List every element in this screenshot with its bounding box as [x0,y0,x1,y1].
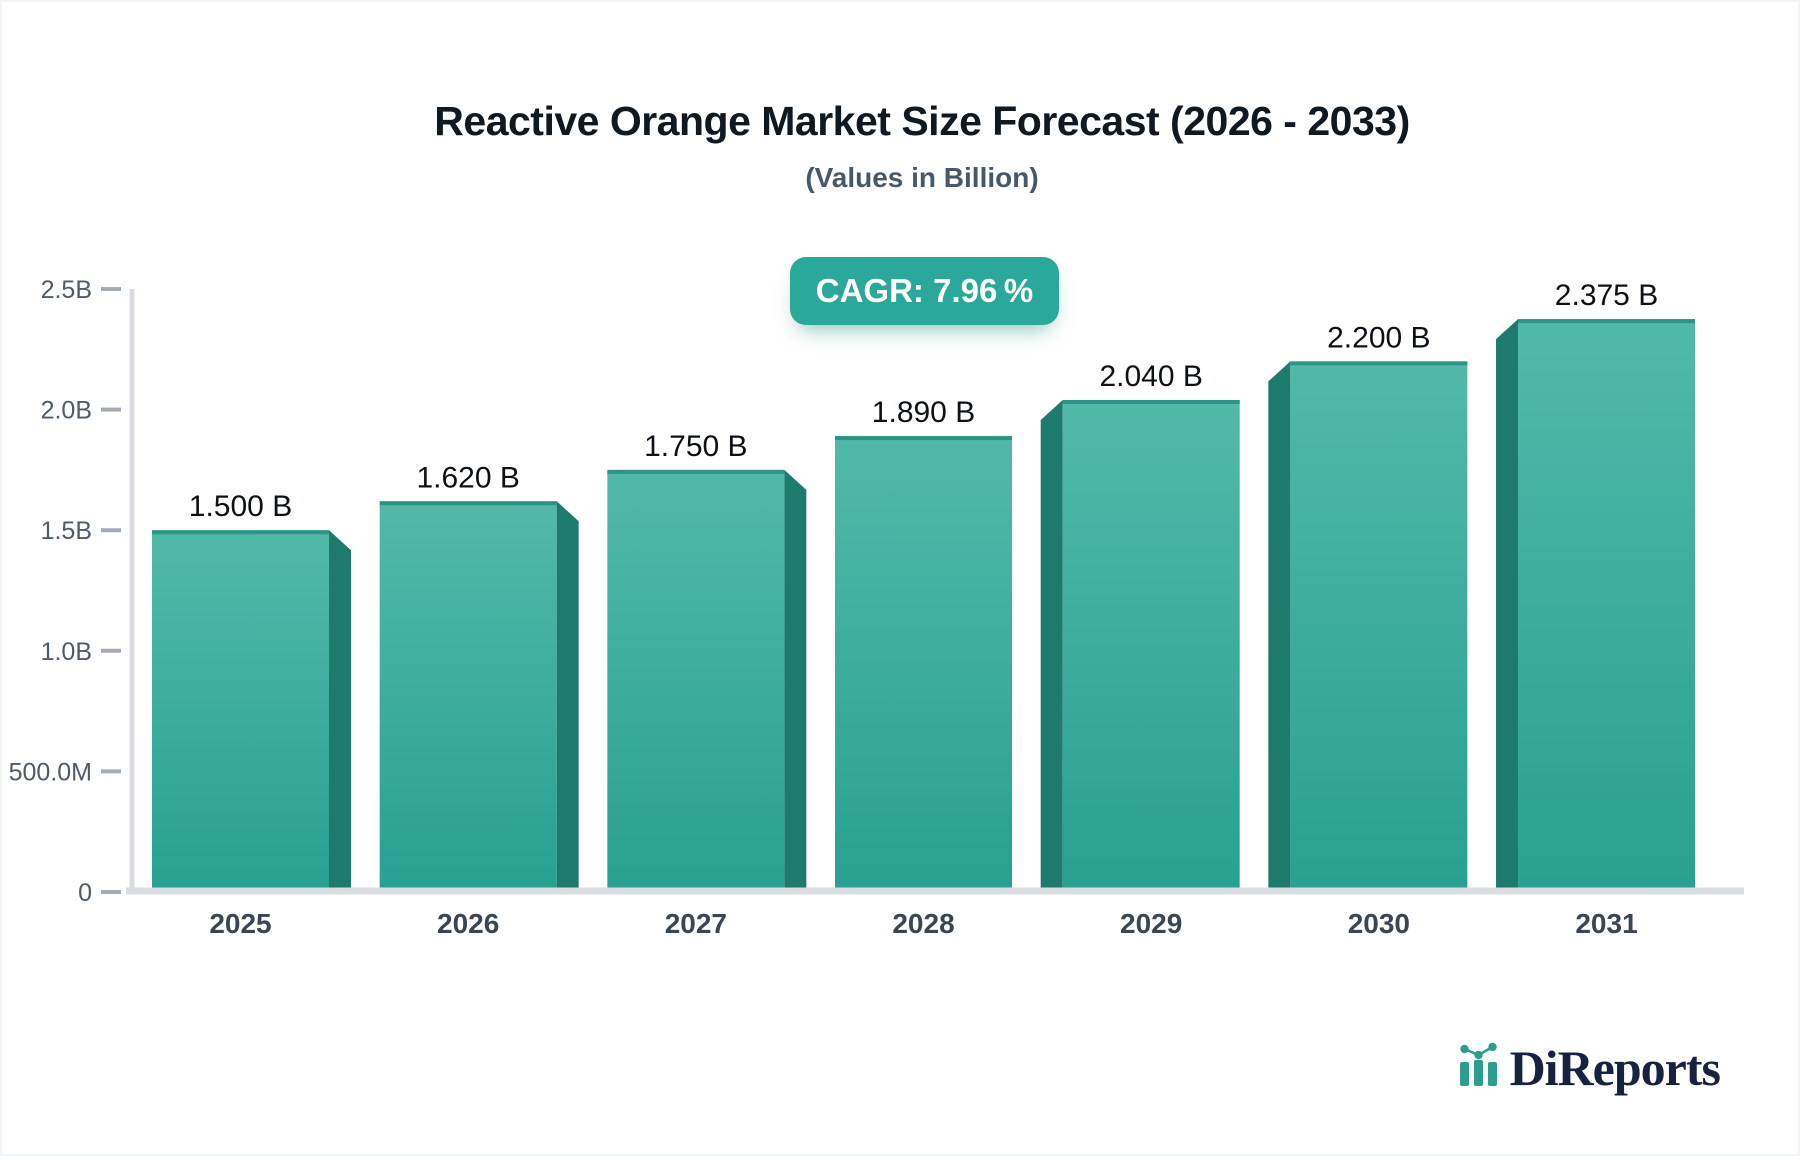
x-axis-label-2030: 2030 [1348,908,1410,939]
bar-value-label: 2.200 B [1327,321,1430,354]
y-axis-tick-label: 500.0M [9,758,92,786]
cagr-badge: CAGR: 7.96 % [790,257,1059,325]
bar-value-label: 1.750 B [644,430,747,463]
bar-2025[interactable]: 1.500 B [152,490,351,892]
chart-title: Reactive Orange Market Size Forecast (20… [434,98,1410,144]
y-axis-tick-label: 0 [78,879,92,907]
bar-value-label: 1.500 B [189,490,292,523]
bar-front-face [379,501,557,892]
bar-2027[interactable]: 1.750 B [607,430,807,892]
bar-side-face [329,530,351,892]
bar-2026[interactable]: 1.620 B [379,461,579,892]
bar-side-face [784,469,807,892]
bar-front-face [835,436,1013,892]
chart-subtitle: (Values in Billion) [805,162,1039,193]
bar-value-label: 2.375 B [1555,279,1658,312]
y-axis-tick-label: 1.0B [41,638,92,666]
y-axis-tick-label: 1.5B [41,517,92,545]
x-axis-label-2026: 2026 [437,908,499,939]
bar-side-face [1040,399,1063,892]
bar-side-face [1496,319,1519,892]
y-axis-tick-label: 2.5B [41,276,92,304]
x-axis-label-2029: 2029 [1120,908,1182,939]
bar-2030[interactable]: 2.200 B [1268,321,1468,892]
brand-name: DiReports [1509,1040,1721,1096]
bar-value-label: 1.890 B [872,396,975,429]
x-axis-label-2027: 2027 [665,908,727,939]
bar-2031[interactable]: 2.375 B [1496,279,1696,892]
y-axis-tick-label: 2.0B [41,397,92,425]
bar-front-face [1518,319,1696,892]
bar-front-face [1062,399,1240,892]
bar-value-label: 1.620 B [416,461,519,494]
bar-chart: 0 500.0M 1.0B 1.5B 2.0B 2.5B 1.500 B 1.620 B 1.7… [9,276,1744,939]
bar-2028[interactable]: 1.890 B [835,396,1013,892]
brand-logo: DiReports [1457,1036,1721,1096]
bar-front-face [152,530,329,892]
bar-side-face [1268,361,1291,892]
bar-2029[interactable]: 2.040 B [1040,360,1240,892]
x-axis-label-2025: 2025 [209,908,271,939]
bar-front-face [607,469,785,892]
bar-side-face [556,501,579,892]
bar-front-face [1290,361,1468,892]
bar-value-label: 2.040 B [1099,360,1202,393]
x-axis-label-2031: 2031 [1575,908,1637,939]
mini-bar-line-chart-icon [1457,1036,1503,1093]
x-axis-label-2028: 2028 [892,908,954,939]
